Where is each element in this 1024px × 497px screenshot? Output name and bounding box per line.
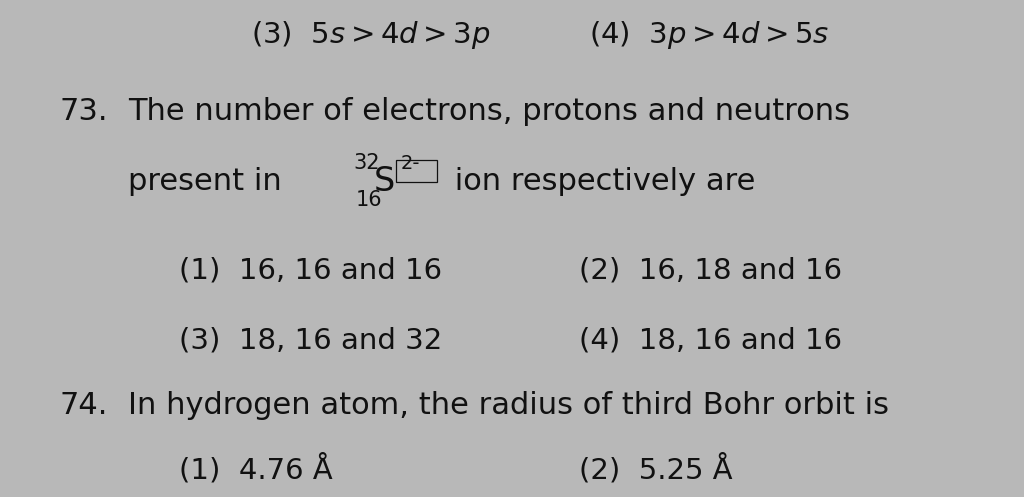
Text: (2)  5.25 Å: (2) 5.25 Å — [579, 454, 732, 485]
Text: 73.: 73. — [59, 97, 108, 126]
Text: In hydrogen atom, the radius of third Bohr orbit is: In hydrogen atom, the radius of third Bo… — [128, 391, 889, 419]
Text: present in: present in — [128, 167, 292, 196]
Text: 74.: 74. — [59, 391, 108, 419]
Text: 16: 16 — [355, 190, 382, 210]
Text: 32: 32 — [353, 153, 380, 173]
Text: (3)  18, 16 and 32: (3) 18, 16 and 32 — [179, 327, 442, 354]
Text: (1)  16, 16 and 16: (1) 16, 16 and 16 — [179, 257, 442, 285]
Text: (2)  16, 18 and 16: (2) 16, 18 and 16 — [579, 257, 842, 285]
Text: (4)  18, 16 and 16: (4) 18, 16 and 16 — [579, 327, 842, 354]
Text: (1)  4.76 Å: (1) 4.76 Å — [179, 454, 333, 485]
Text: ion respectively are: ion respectively are — [445, 167, 756, 196]
Text: 2-: 2- — [400, 154, 420, 172]
Text: (3)  $5s > 4d > 3p$: (3) $5s > 4d > 3p$ — [251, 19, 490, 51]
Text: (4)  $3p > 4d > 5s$: (4) $3p > 4d > 5s$ — [589, 19, 829, 51]
Text: The number of electrons, protons and neutrons: The number of electrons, protons and neu… — [128, 97, 850, 126]
Text: S: S — [374, 165, 395, 198]
